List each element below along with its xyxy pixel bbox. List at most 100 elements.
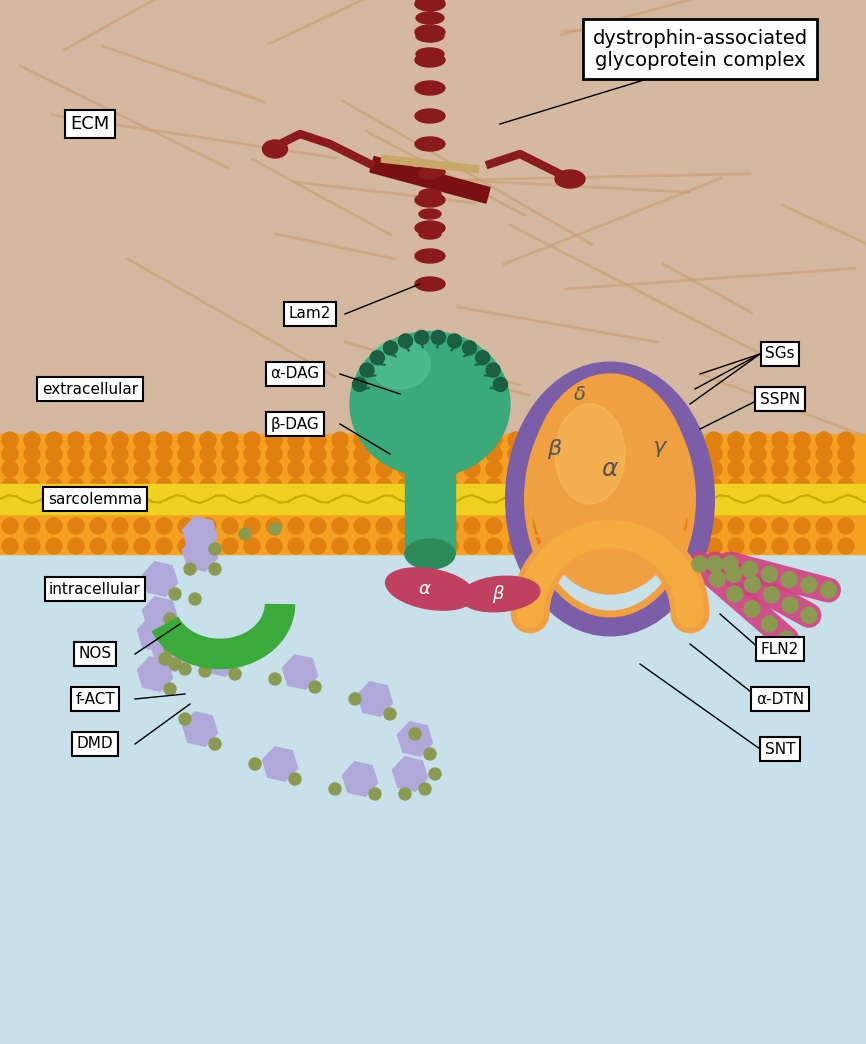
Circle shape: [442, 518, 458, 533]
Circle shape: [209, 563, 221, 575]
Text: $\alpha$: $\alpha$: [418, 580, 432, 598]
Circle shape: [200, 478, 216, 494]
Circle shape: [596, 432, 612, 448]
Ellipse shape: [419, 209, 441, 219]
Ellipse shape: [415, 109, 445, 123]
Circle shape: [332, 461, 348, 477]
Circle shape: [200, 461, 216, 477]
Circle shape: [816, 498, 832, 514]
Circle shape: [772, 446, 788, 462]
Circle shape: [794, 498, 810, 514]
Circle shape: [508, 446, 524, 462]
Circle shape: [164, 643, 176, 655]
Circle shape: [772, 478, 788, 494]
Circle shape: [376, 518, 392, 533]
Circle shape: [134, 498, 150, 514]
Circle shape: [222, 461, 238, 477]
Circle shape: [618, 518, 634, 533]
Circle shape: [134, 432, 150, 448]
Ellipse shape: [419, 169, 441, 179]
Circle shape: [46, 518, 62, 533]
Circle shape: [156, 446, 172, 462]
Bar: [405, 354, 455, 554]
Text: α-DAG: α-DAG: [270, 366, 320, 381]
Circle shape: [574, 446, 590, 462]
Circle shape: [552, 538, 568, 554]
Circle shape: [442, 446, 458, 462]
Circle shape: [24, 432, 40, 448]
Circle shape: [384, 340, 397, 355]
Circle shape: [816, 446, 832, 462]
Circle shape: [801, 577, 817, 593]
Circle shape: [728, 432, 744, 448]
Circle shape: [354, 538, 370, 554]
Circle shape: [552, 498, 568, 514]
Circle shape: [178, 432, 194, 448]
Circle shape: [189, 593, 201, 606]
Ellipse shape: [415, 137, 445, 151]
Circle shape: [2, 498, 18, 514]
Circle shape: [574, 432, 590, 448]
Circle shape: [90, 432, 106, 448]
Circle shape: [420, 461, 436, 477]
Circle shape: [462, 340, 476, 355]
Circle shape: [156, 498, 172, 514]
Circle shape: [376, 446, 392, 462]
Circle shape: [684, 446, 700, 462]
Circle shape: [2, 432, 18, 448]
Circle shape: [90, 478, 106, 494]
Circle shape: [164, 683, 176, 695]
Text: DMD: DMD: [77, 736, 113, 752]
Circle shape: [820, 583, 837, 598]
Circle shape: [178, 498, 194, 514]
Circle shape: [596, 498, 612, 514]
Circle shape: [46, 446, 62, 462]
Circle shape: [310, 518, 326, 533]
Circle shape: [266, 432, 282, 448]
Circle shape: [266, 498, 282, 514]
Circle shape: [288, 461, 304, 477]
Circle shape: [838, 478, 854, 494]
Circle shape: [420, 538, 436, 554]
Circle shape: [288, 478, 304, 494]
Circle shape: [618, 461, 634, 477]
Circle shape: [442, 432, 458, 448]
Circle shape: [178, 518, 194, 533]
Text: f-ACT: f-ACT: [75, 691, 115, 707]
Circle shape: [442, 538, 458, 554]
Circle shape: [640, 498, 656, 514]
Circle shape: [68, 446, 84, 462]
Circle shape: [750, 432, 766, 448]
Circle shape: [741, 562, 758, 577]
Circle shape: [244, 518, 260, 533]
Circle shape: [371, 351, 385, 364]
Circle shape: [310, 538, 326, 554]
Circle shape: [464, 478, 480, 494]
Circle shape: [486, 461, 502, 477]
Circle shape: [239, 528, 251, 540]
Circle shape: [618, 432, 634, 448]
Text: sarcolemma: sarcolemma: [48, 492, 142, 506]
Ellipse shape: [415, 25, 445, 39]
Circle shape: [574, 461, 590, 477]
Circle shape: [662, 461, 678, 477]
Circle shape: [134, 518, 150, 533]
Circle shape: [266, 518, 282, 533]
Ellipse shape: [405, 539, 455, 569]
Circle shape: [794, 446, 810, 462]
Circle shape: [332, 518, 348, 533]
Circle shape: [310, 446, 326, 462]
Circle shape: [46, 498, 62, 514]
Ellipse shape: [460, 576, 540, 612]
Circle shape: [46, 461, 62, 477]
Circle shape: [222, 518, 238, 533]
Circle shape: [354, 461, 370, 477]
Circle shape: [266, 461, 282, 477]
Circle shape: [309, 681, 321, 693]
Circle shape: [552, 461, 568, 477]
Circle shape: [156, 478, 172, 494]
Circle shape: [772, 432, 788, 448]
Circle shape: [369, 788, 381, 800]
Circle shape: [464, 461, 480, 477]
Circle shape: [530, 446, 546, 462]
